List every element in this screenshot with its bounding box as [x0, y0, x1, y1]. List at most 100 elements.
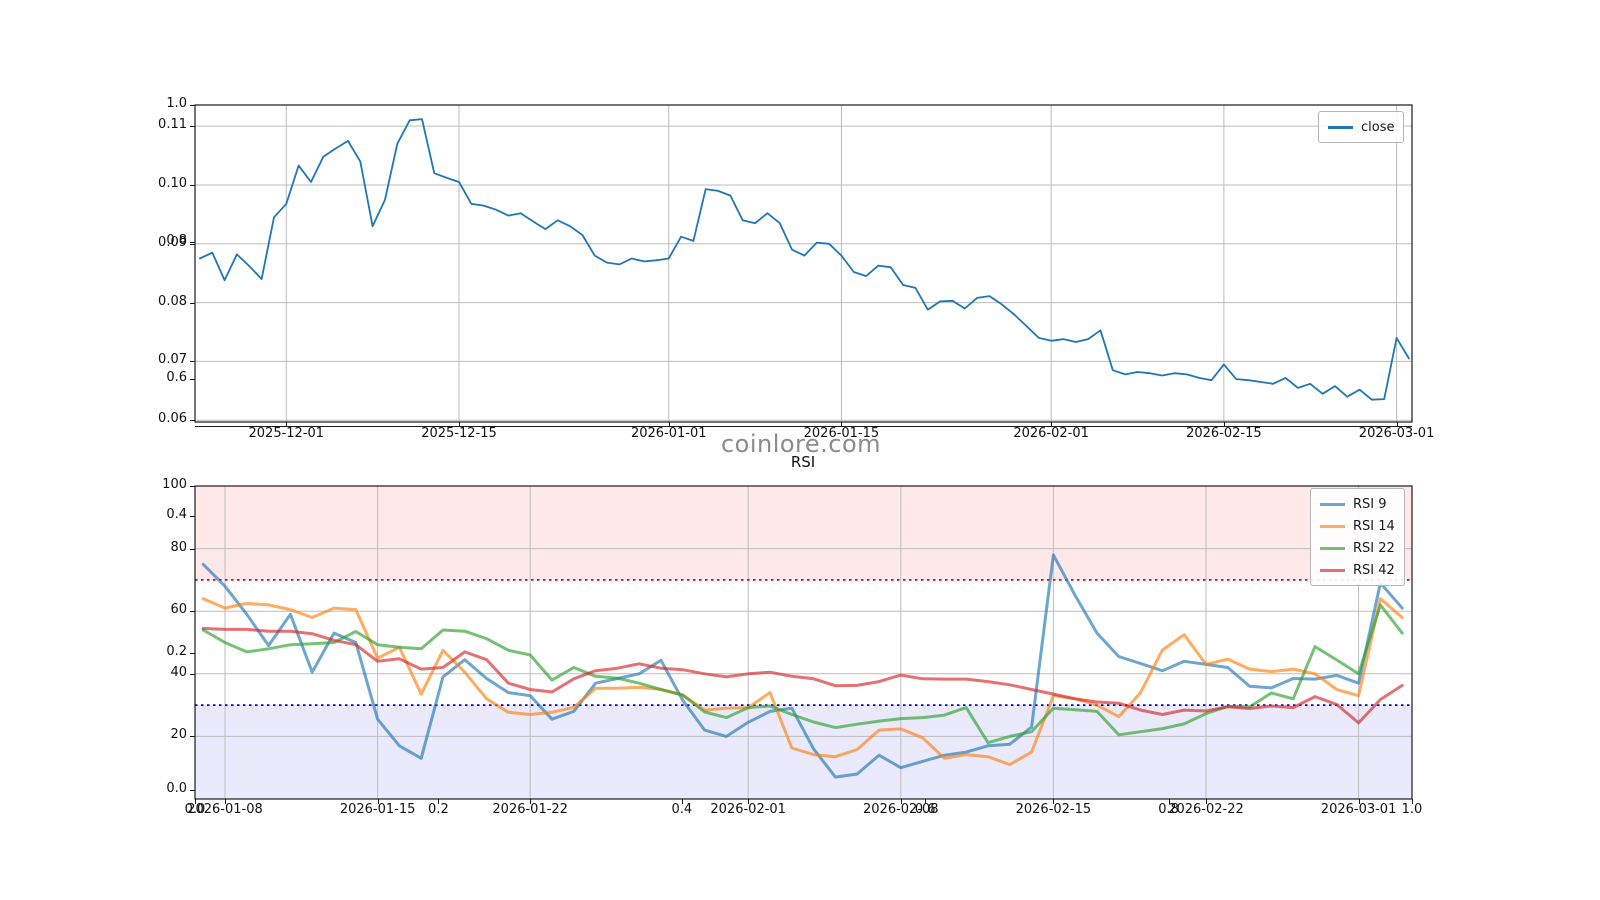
y-tickmark [190, 611, 195, 613]
y-tickmark [190, 486, 195, 487]
y-tick-label: 80 [170, 539, 187, 555]
overlay-y-tick-label: 0.6 [166, 370, 187, 385]
x-tick-label: 2026-01-22 [492, 802, 568, 817]
y-tickmark [190, 302, 195, 304]
overlay-x-tick-label: 0.0 [184, 802, 206, 817]
legend-label: close [1361, 119, 1395, 135]
y-tick-label: 0.11 [158, 117, 187, 133]
y-tick-label: 0.07 [158, 352, 187, 368]
x-tickmark [1051, 422, 1053, 427]
rsi-14-line [201, 597, 1404, 767]
legend-line-swatch [1320, 546, 1345, 550]
legend-line-swatch [1320, 502, 1345, 506]
price-legend: close [1318, 111, 1405, 143]
x-tickmark [286, 422, 288, 427]
x-tick-label: 2026-03-01 [1358, 426, 1435, 441]
overlay-x-tickmark [925, 799, 927, 804]
x-tick-label: 2026-02-01 [1013, 426, 1089, 441]
legend-entry: close [1328, 116, 1394, 138]
x-tickmark [1396, 422, 1398, 427]
overlay-y-tick-label: 0.8 [166, 233, 187, 248]
legend-label: RSI 9 [1353, 496, 1387, 512]
legend-line-swatch [1320, 568, 1345, 572]
overlay-y-tickmark [190, 516, 195, 517]
legend-entry: RSI 14 [1320, 515, 1395, 537]
legend-entry: RSI 9 [1320, 493, 1395, 515]
overlay-y-tick-label: 1.0 [166, 96, 187, 111]
x-tickmark [748, 799, 750, 804]
y-tick-label: 0.06 [158, 411, 187, 427]
x-tickmark [1358, 799, 1360, 804]
x-tick-label: 2026-03-01 [1320, 802, 1397, 817]
price-axis-baseline [195, 426, 1412, 428]
overlay-y-tickmark [190, 242, 195, 243]
y-tick-label: 20 [170, 727, 187, 743]
x-tickmark [224, 799, 226, 804]
x-tick-label: 2026-02-15 [1015, 802, 1092, 817]
x-tickmark [530, 799, 532, 804]
y-tickmark [190, 673, 195, 675]
overlay-x-tick-label: 0.2 [428, 802, 449, 817]
overlay-y-tickmark [190, 105, 195, 106]
overlay-y-tick-label: 0.0 [166, 781, 187, 796]
y-tickmark [190, 420, 195, 422]
overlay-x-tickmark [1412, 799, 1413, 804]
overlay-x-tickmark [438, 799, 440, 804]
rsi-chart-title: RSI [790, 453, 816, 471]
x-tick-label: 2025-12-01 [248, 426, 325, 441]
x-tick-label: 2025-12-15 [421, 426, 497, 441]
overlay-x-tick-label: 1.0 [1401, 802, 1423, 817]
rsi-42-line [201, 626, 1404, 725]
y-tickmark [190, 548, 195, 550]
legend-label: RSI 42 [1353, 562, 1395, 578]
x-tickmark [1205, 799, 1207, 804]
legend-entry: RSI 22 [1320, 537, 1395, 559]
rsi-legend: RSI 9 RSI 14 RSI 22 RSI 42 [1310, 488, 1405, 586]
y-tick-label: 40 [170, 664, 187, 680]
overlay-x-tickmark [1168, 799, 1170, 804]
legend-line-swatch [1320, 524, 1345, 528]
x-tick-label: 2026-02-01 [710, 802, 786, 817]
legend-label: RSI 22 [1353, 540, 1395, 556]
rsi-9-line [201, 553, 1404, 779]
x-tickmark [1053, 799, 1055, 804]
x-tickmark [459, 422, 460, 427]
overbought-band [195, 486, 1412, 580]
watermark: coinlore.com [720, 430, 882, 458]
rsi-22-line [201, 603, 1404, 745]
overlay-y-tickmark [190, 790, 195, 791]
legend-label: RSI 14 [1353, 518, 1395, 534]
x-tick-label: 2026-01-15 [339, 802, 416, 817]
price-spines [194, 104, 1413, 423]
x-tickmark [900, 799, 902, 804]
y-tickmark [190, 126, 195, 128]
x-tickmark [668, 422, 670, 427]
price-plot-area [194, 104, 1413, 423]
rsi-plot-area [194, 485, 1413, 800]
x-tick-label: 2026-02-08 [863, 802, 939, 817]
x-tickmark [1223, 422, 1225, 427]
y-tick-label: 60 [170, 602, 187, 618]
x-tick-label: 2026-01-15 [803, 426, 880, 441]
overlay-y-tickmark [190, 379, 195, 380]
overlay-x-tickmark [195, 799, 196, 804]
y-tick-label: 0.08 [158, 293, 187, 309]
legend-line-swatch [1328, 125, 1353, 129]
overlay-y-tick-label: 0.4 [166, 507, 187, 522]
y-tickmark [190, 243, 195, 245]
x-tickmark [377, 799, 379, 804]
overlay-x-tick-label: 0.8 [1158, 802, 1179, 817]
x-tick-label: 2026-01-08 [187, 802, 263, 817]
y-tick-label: 100 [162, 477, 187, 492]
y-tickmark [190, 184, 195, 186]
overlay-x-tick-label: 0.6 [914, 802, 936, 817]
x-tickmark [841, 422, 843, 427]
y-tick-label: 0.09 [158, 234, 187, 250]
x-tick-label: 2026-02-22 [1168, 802, 1244, 817]
y-tick-label: 0.10 [158, 175, 187, 191]
overlay-x-tickmark [681, 799, 683, 804]
legend-entry: RSI 42 [1320, 559, 1395, 581]
overlay-y-tick-label: 0.2 [166, 644, 187, 659]
x-tick-label: 2026-01-01 [630, 426, 707, 441]
